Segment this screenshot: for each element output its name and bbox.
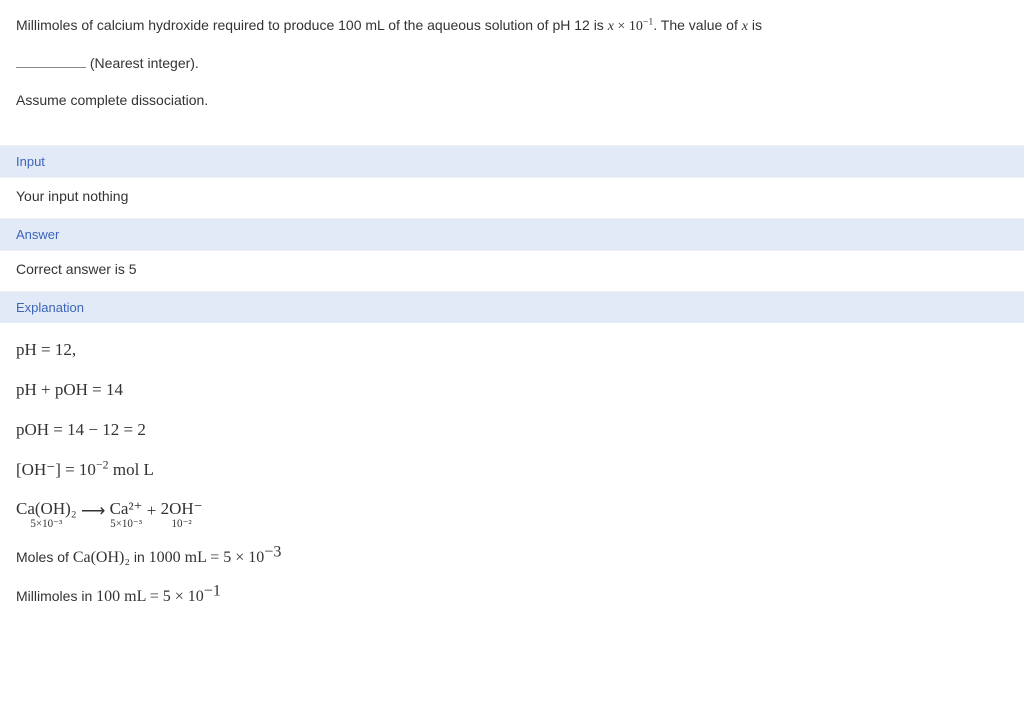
eq-text: Millimoles in (16, 588, 96, 604)
eq-math: = 5 × 10 (146, 588, 204, 605)
eq-math: 1000 mL (149, 549, 207, 566)
question-line-2: (Nearest integer). (16, 52, 1008, 74)
eq-exp: −1 (204, 583, 221, 600)
q-text: Millimoles of calcium hydroxide required… (16, 17, 608, 33)
eq-math: 100 mL (96, 588, 146, 605)
species-amount: 5×10⁻³ (110, 518, 143, 530)
eq-text: Moles of (16, 549, 73, 565)
species-3: 2OH⁻ 10⁻² (161, 500, 203, 531)
species-2: Ca²⁺ 5×10⁻³ (110, 500, 143, 531)
q-text: . The value of (653, 17, 741, 33)
eq-exp: −2 (96, 458, 109, 472)
species-formula: 2OH⁻ (161, 500, 203, 519)
eq-text: [OH⁻] = 10 (16, 460, 96, 479)
q-text: is (748, 17, 762, 33)
plus: + (147, 501, 161, 520)
species-formula: Ca(OH)₂ (16, 500, 77, 519)
answer-body: Correct answer is 5 (0, 250, 1024, 291)
q-math: x (608, 19, 614, 34)
eq-exp: −3 (264, 544, 281, 561)
species-amount: 5×10⁻³ (16, 518, 77, 530)
question-line-1: Millimoles of calcium hydroxide required… (16, 14, 1008, 38)
eq-oh-conc: [OH⁻] = 10−2 mol L (16, 459, 1008, 481)
q-text: (Nearest integer). (86, 55, 199, 71)
species-amount: 10⁻² (161, 518, 203, 530)
eq-moles: Moles of Ca(OH)₂ in 1000 mL = 5 × 10−3 (16, 548, 1008, 569)
explanation-header: Explanation (0, 291, 1024, 323)
input-body: Your input nothing (0, 177, 1024, 218)
eq-reaction: Ca(OH)₂ 5×10⁻³ ⟶ Ca²⁺ 5×10⁻³ + 2OH⁻ 10⁻² (16, 500, 1008, 531)
answer-header: Answer (0, 218, 1024, 250)
question-line-3: Assume complete dissociation. (16, 89, 1008, 111)
eq-millimoles: Millimoles in 100 mL = 5 × 10−1 (16, 587, 1008, 608)
eq-math: = 5 × 10 (206, 549, 264, 566)
explanation-body: pH = 12, pH + pOH = 14 pOH = 14 − 12 = 2… (0, 323, 1024, 640)
question-block: Millimoles of calcium hydroxide required… (0, 0, 1024, 145)
eq-ph: pH = 12, (16, 339, 1008, 361)
eq-ph-poh: pH + pOH = 14 (16, 379, 1008, 401)
q-math-mult: × 10−1 (614, 19, 653, 34)
eq-text: mol L (109, 460, 154, 479)
species-1: Ca(OH)₂ 5×10⁻³ (16, 500, 77, 531)
species-formula: Ca²⁺ (110, 500, 143, 519)
input-header: Input (0, 145, 1024, 177)
arrow: ⟶ (81, 501, 110, 520)
blank-fill (16, 67, 86, 68)
eq-math: Ca(OH)₂ (73, 549, 130, 566)
eq-poh: pOH = 14 − 12 = 2 (16, 419, 1008, 441)
eq-text: in (130, 549, 149, 565)
